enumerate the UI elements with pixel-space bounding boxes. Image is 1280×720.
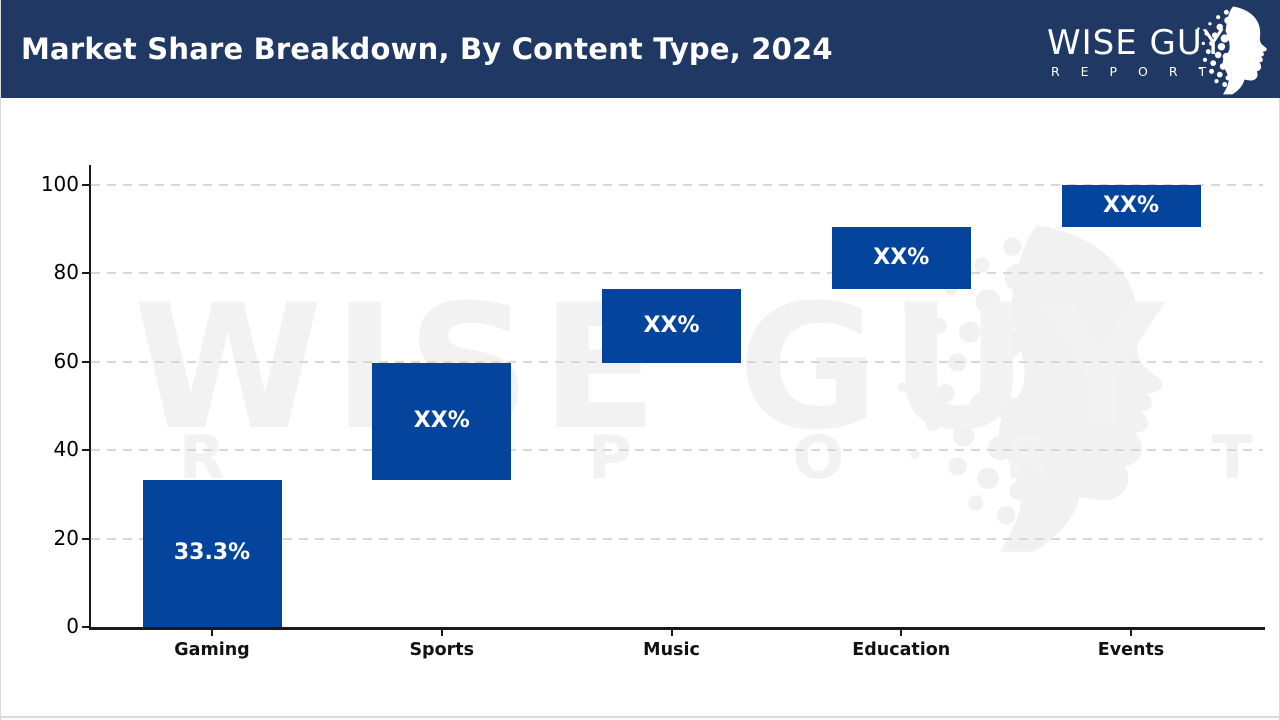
bar-value-label-music: XX% (643, 313, 700, 339)
watermark-head-profile-icon (898, 225, 1163, 552)
x-tick-mark-sports (440, 630, 443, 636)
logo-subtitle: R E P O R T S (1051, 64, 1244, 79)
head-profile-logo-icon (1195, 6, 1267, 95)
chart-title: Market Share Breakdown, By Content Type,… (21, 32, 833, 66)
logo-wordmark: WISE GUY (1047, 23, 1225, 63)
gridline-20 (91, 537, 1263, 540)
gridline-40 (91, 449, 1263, 452)
bar-value-label-sports: XX% (413, 408, 470, 434)
x-tick-label-events: Events (1097, 640, 1165, 660)
bar-value-label-gaming: 33.3% (173, 540, 251, 566)
waterfall-bar-education (831, 226, 971, 290)
y-tick-label-0: 0 (66, 614, 79, 638)
wise-guy-logo: WISE GUY R E P O R T S (1047, 26, 1244, 79)
y-tick-mark-100 (82, 184, 89, 186)
waterfall-bar-music (602, 289, 741, 364)
y-tick-mark-0 (82, 626, 89, 628)
x-tick-label-education: Education (852, 640, 951, 660)
y-tick-mark-40 (82, 449, 89, 452)
x-tick-label-music: Music (643, 640, 700, 660)
y-tick-label-20: 20 (53, 525, 79, 550)
watermark-subtitle: R E P O R T S (179, 423, 1280, 493)
bar-value-label-education: XX% (873, 245, 930, 271)
gridline-100 (91, 184, 1263, 186)
bottom-border-line (1, 716, 1280, 718)
y-tick-label-100: 100 (40, 172, 79, 196)
waterfall-bar-events (1061, 185, 1201, 227)
x-tick-mark-education (900, 630, 903, 636)
x-tick-label-gaming: Gaming (174, 640, 250, 660)
y-tick-mark-20 (82, 537, 89, 540)
header-banner: Market Share Breakdown, By Content Type,… (1, 0, 1280, 98)
waterfall-bar-sports (372, 363, 512, 480)
x-tick-mark-events (1130, 630, 1132, 636)
x-tick-mark-gaming (211, 630, 213, 636)
x-tick-mark-music (670, 630, 673, 636)
x-axis-spine (89, 627, 1265, 630)
y-tick-mark-60 (82, 360, 89, 363)
y-tick-label-40: 40 (53, 437, 79, 462)
gridline-80 (91, 272, 1263, 275)
x-tick-label-sports: Sports (409, 640, 475, 660)
bar-value-label-events: XX% (1103, 192, 1159, 218)
y-tick-label-60: 60 (53, 348, 79, 373)
y-axis-spine (89, 165, 91, 629)
y-tick-label-80: 80 (53, 260, 79, 285)
y-tick-mark-80 (82, 272, 89, 275)
waterfall-bar-gaming (142, 479, 282, 627)
